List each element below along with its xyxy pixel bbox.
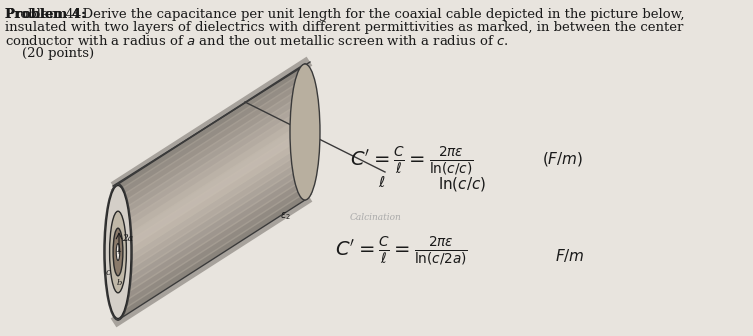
Text: $F/m$: $F/m$: [555, 247, 585, 264]
Text: $\varepsilon_2$: $\varepsilon_2$: [279, 210, 291, 222]
Text: +: +: [115, 249, 121, 255]
Text: c: c: [105, 268, 111, 277]
Text: insulated with two layers of dielectrics with different permittivities as marked: insulated with two layers of dielectrics…: [5, 21, 684, 34]
Ellipse shape: [116, 244, 120, 260]
Text: (20 points): (20 points): [5, 47, 94, 60]
Ellipse shape: [290, 64, 320, 200]
Text: $\ln(c/c)$: $\ln(c/c)$: [438, 175, 486, 193]
Text: $C'=\frac{C}{\ell}=\frac{2\pi\varepsilon}{\ln(c/2a)}$: $C'=\frac{C}{\ell}=\frac{2\pi\varepsilon…: [335, 235, 468, 267]
Ellipse shape: [113, 228, 123, 276]
Text: Problem 4: Derive the capacitance per unit length for the coaxial cable depicted: Problem 4: Derive the capacitance per un…: [5, 8, 684, 21]
Text: $(F/m)$: $(F/m)$: [542, 150, 584, 168]
Text: Problem 4:: Problem 4:: [5, 8, 86, 21]
Ellipse shape: [110, 211, 127, 293]
Text: conductor with a radius of $a$ and the out metallic screen with a radius of $c$.: conductor with a radius of $a$ and the o…: [5, 34, 508, 48]
Text: 2a: 2a: [122, 234, 133, 243]
Polygon shape: [118, 64, 305, 320]
Ellipse shape: [104, 184, 132, 320]
Text: b: b: [116, 279, 122, 287]
Text: $\ell$: $\ell$: [378, 175, 386, 190]
Text: $C'=\frac{C}{\ell}=\frac{2\pi\varepsilon}{\ln(c/c)}$: $C'=\frac{C}{\ell}=\frac{2\pi\varepsilon…: [350, 145, 474, 177]
Text: Problem 4:: Problem 4:: [5, 8, 86, 21]
Text: Calcination: Calcination: [350, 213, 402, 222]
